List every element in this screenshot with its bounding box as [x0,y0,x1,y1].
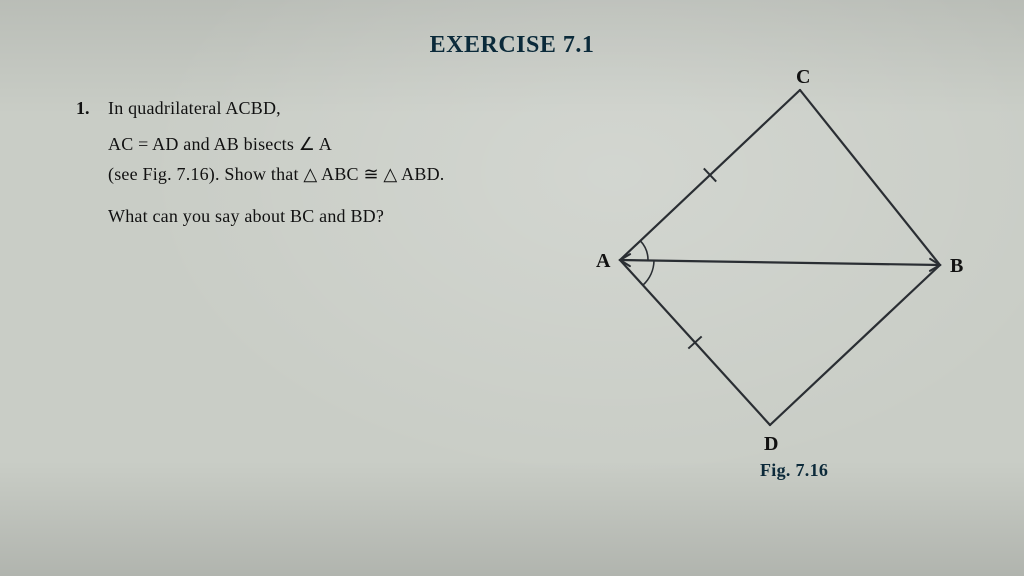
question-line: (see Fig. 7.16). Show that △ ABC ≅ △ ABD… [108,164,444,185]
vertex-label-d: D [764,433,778,456]
question-line: What can you say about BC and BD? [108,206,384,227]
exercise-title: EXERCISE 7.1 [0,32,1024,59]
question-number: 1. [76,98,90,119]
figure-caption: Fig. 7.16 [760,460,828,481]
question-line: AC = AD and AB bisects ∠ A [108,134,332,155]
figure-quadrilateral [600,80,960,440]
vertex-label-c: C [796,66,810,89]
vertex-label-a: A [596,250,610,273]
question-line: In quadrilateral ACBD, [108,98,281,119]
vertex-label-b: B [950,255,963,278]
